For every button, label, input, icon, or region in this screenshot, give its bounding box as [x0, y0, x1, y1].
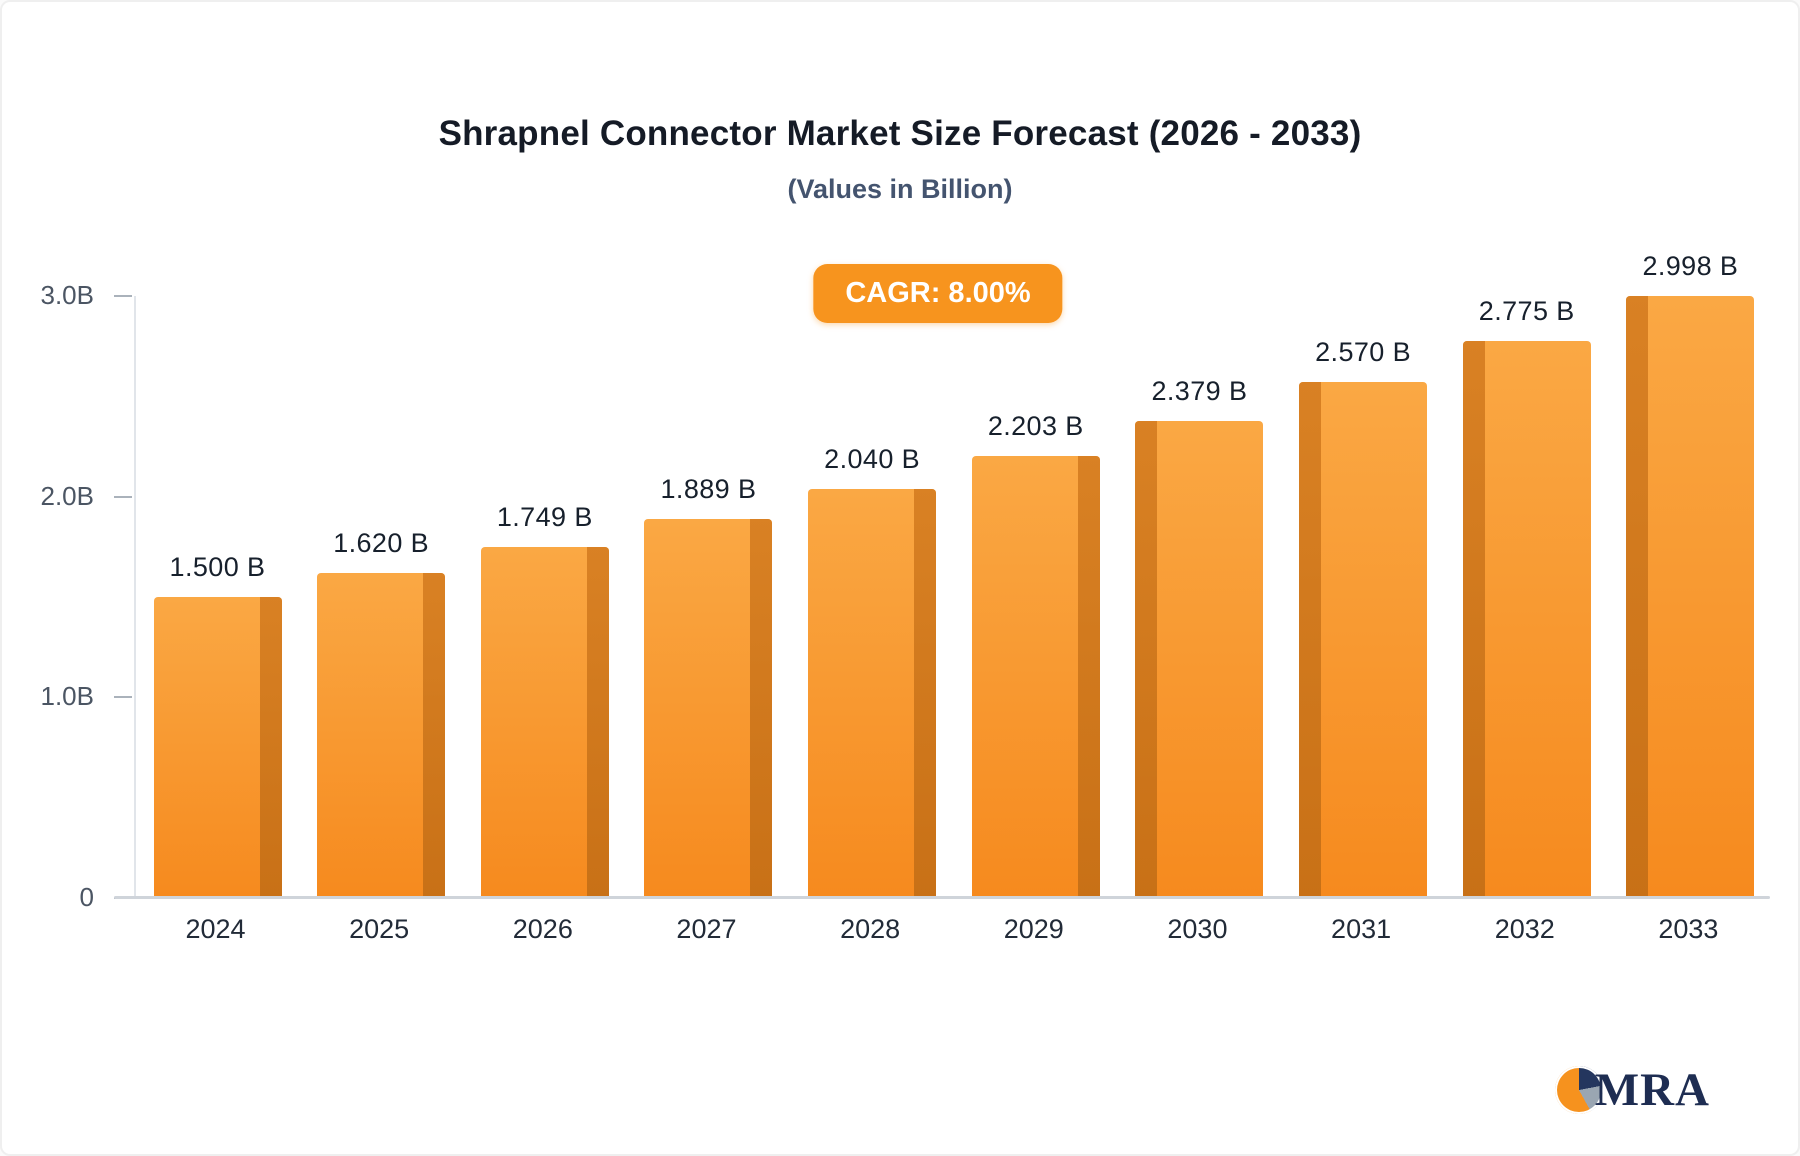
bar-side-shade [914, 488, 937, 898]
bar-slot-2033: 2.998 B [1609, 251, 1772, 898]
x-axis-labels: 2024 2025 2026 2027 2028 2029 2030 2031 2032 2033 [134, 914, 1770, 945]
x-tick-label-2030: 2030 [1167, 914, 1228, 944]
bar-side-shade [1135, 420, 1158, 898]
y-tick-mark [114, 295, 132, 297]
bar-side-shade [1077, 455, 1100, 898]
y-tick-label: 1.0B [40, 681, 95, 712]
bar-2027 [644, 518, 773, 898]
x-tick-label-2029: 2029 [1003, 914, 1064, 944]
x-tick-label-2028: 2028 [840, 914, 901, 944]
bar-slot-2032: 2.775 B [1445, 296, 1608, 898]
bar-slot-2025: 1.620 B [300, 528, 463, 898]
bar-slot-2024: 1.500 B [136, 552, 299, 898]
bar-value-label: 1.500 B [169, 552, 266, 582]
x-tick-label-2024: 2024 [185, 914, 246, 944]
bar-value-label: 2.570 B [1315, 337, 1412, 368]
bar-2028 [808, 488, 937, 898]
bar-slot-2030: 2.379 B [1118, 376, 1281, 898]
cagr-badge: CAGR: 8.00% [813, 264, 1063, 323]
x-tick-label-2027: 2027 [676, 914, 737, 944]
plot-area: 1.500 B 1.620 B 1.749 B 1.889 B 2.040 B 2.203… [134, 251, 1772, 898]
y-tick-label: 2.0B [40, 480, 95, 511]
chart-subtitle: (Values in Billion) [787, 174, 1013, 204]
bar-2025 [317, 572, 446, 898]
y-axis: 0 1.0B 2.0B 3.0B [2, 282, 132, 910]
bar-side-shade [1299, 382, 1322, 898]
chart-title: Shrapnel Connector Market Size Forecast … [438, 114, 1362, 153]
x-tick-label-2025: 2025 [349, 914, 410, 944]
bar-value-label: 2.998 B [1642, 251, 1739, 282]
bar-2029 [971, 455, 1100, 898]
bar-value-label: 1.749 B [496, 502, 593, 533]
y-tick-label: 0 [79, 882, 94, 912]
x-tick-label-2033: 2033 [1658, 914, 1719, 944]
brand-logo-text: MRA [1594, 1063, 1710, 1116]
bar-slot-2029: 2.203 B [954, 411, 1117, 898]
x-axis-line [114, 896, 1770, 899]
bar-2026 [480, 547, 609, 898]
bar-value-label: 2.040 B [824, 443, 921, 474]
x-tick-label-2032: 2032 [1494, 914, 1555, 944]
bar-2033 [1626, 296, 1755, 898]
bar-slot-2028: 2.040 B [791, 444, 954, 898]
bar-side-shade [586, 547, 609, 898]
bar-side-shade [1626, 296, 1649, 898]
bar-2030 [1135, 420, 1264, 898]
bar-value-label: 2.203 B [987, 410, 1084, 441]
bar-2032 [1462, 341, 1591, 898]
x-tick-label-2031: 2031 [1331, 914, 1392, 944]
bar-value-label: 1.620 B [333, 527, 430, 558]
brand-logo: MRA [1554, 1063, 1710, 1116]
y-tick-mark [114, 696, 132, 699]
y-tick-mark [114, 495, 132, 498]
bar-slot-2027: 1.889 B [627, 474, 790, 898]
bar-slot-2031: 2.570 B [1282, 337, 1445, 898]
pie-logo-icon [1554, 1066, 1603, 1114]
bar-side-shade [750, 518, 773, 898]
bar-value-label: 1.889 B [660, 473, 757, 504]
y-tick-label: 3.0B [40, 280, 95, 310]
bar-side-shade [259, 597, 282, 898]
bar-slot-2026: 1.749 B [463, 502, 626, 898]
bar-side-shade [1462, 341, 1485, 898]
bar-2024 [153, 597, 282, 898]
bar-value-label: 2.775 B [1478, 296, 1575, 327]
bar-2031 [1299, 382, 1428, 898]
x-tick-label-2026: 2026 [512, 914, 573, 944]
bar-side-shade [423, 572, 446, 898]
bar-value-label: 2.379 B [1151, 375, 1248, 406]
